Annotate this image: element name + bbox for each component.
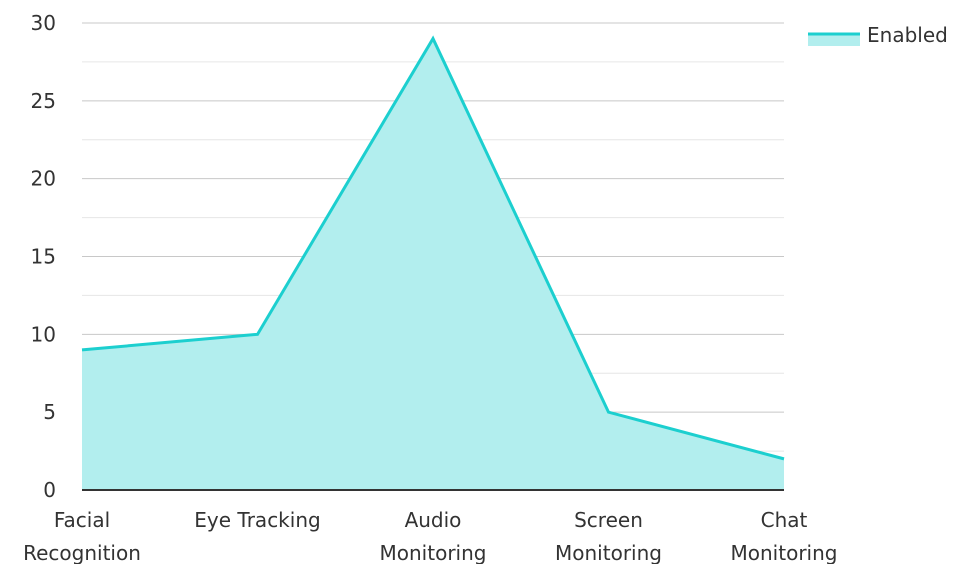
- y-tick-label: 25: [31, 89, 56, 113]
- legend-item-0[interactable]: Enabled: [808, 23, 948, 47]
- series-line-0: [81, 35, 785, 461]
- x-tick-label: Screen Monitoring: [555, 508, 662, 564]
- data-point-2[interactable]: [427, 33, 439, 45]
- legend[interactable]: Enabled: [808, 23, 948, 47]
- x-tick-labels: Facial Recognition Eye Tracking Audio Monito…: [23, 508, 838, 565]
- series-area-layer: [82, 38, 784, 491]
- legend-swatch-area: [808, 34, 860, 46]
- y-tick-label: 15: [31, 245, 56, 269]
- legend-label: Enabled: [867, 23, 948, 47]
- series-area-0: [82, 38, 784, 491]
- data-point-1[interactable]: [252, 328, 264, 340]
- x-tick-label: Audio Monitoring: [380, 508, 487, 564]
- data-point-4[interactable]: [778, 453, 790, 465]
- data-point-0[interactable]: [76, 344, 88, 356]
- x-tick-label: Eye Tracking: [194, 508, 320, 532]
- series-line-layer: [76, 33, 790, 465]
- y-tick-label: 10: [31, 322, 56, 346]
- data-point-3[interactable]: [603, 406, 615, 418]
- y-tick-label: 0: [43, 478, 56, 502]
- y-tick-label: 20: [31, 167, 56, 191]
- y-tick-labels: 0 5 10 15 20 25 30: [31, 11, 56, 502]
- y-tick-label: 5: [43, 400, 56, 424]
- y-tick-label: 30: [31, 11, 56, 35]
- x-tick-label: Chat Monitoring: [731, 508, 838, 564]
- x-tick-label: Facial Recognition: [23, 508, 141, 564]
